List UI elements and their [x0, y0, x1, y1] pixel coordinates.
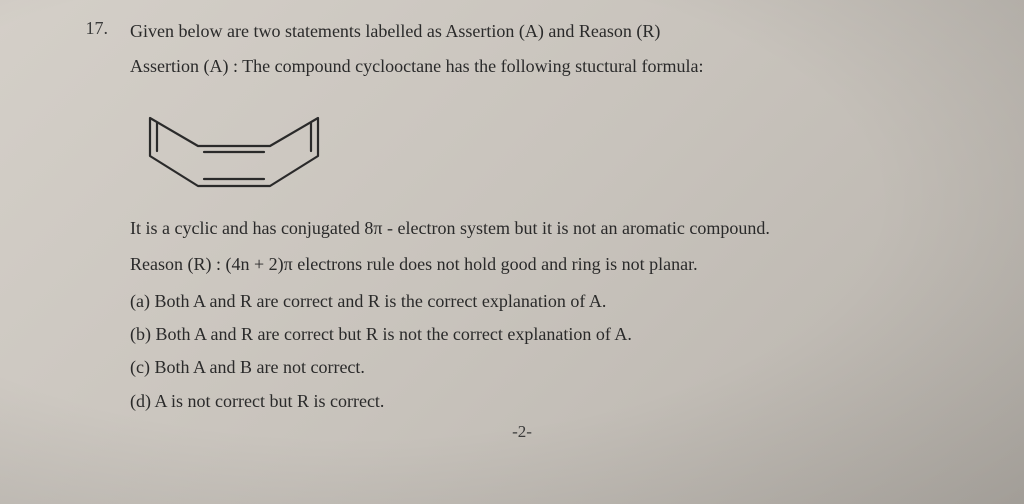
reason-line: Reason (R) : (4n + 2)π electrons rule do… [130, 248, 964, 280]
option-a: (a) Both A and R are correct and R is th… [130, 285, 964, 318]
reason-text: (4n + 2)π electrons rule does not hold g… [225, 254, 697, 274]
question-number: 17. [80, 18, 108, 39]
question-intro: Given below are two statements labelled … [130, 18, 660, 45]
option-c: (c) Both A and B are not correct. [130, 351, 964, 384]
assertion-text: The compound cyclooctane has the followi… [242, 56, 703, 76]
structure-diagram [130, 88, 964, 198]
option-b: (b) Both A and R are correct but R is no… [130, 318, 964, 351]
cyclooctatetraene-svg [130, 88, 340, 198]
assertion-conclusion: It is a cyclic and has conjugated 8π - e… [130, 212, 964, 244]
page-number: -2- [80, 422, 964, 442]
assertion-label: Assertion (A) : [130, 56, 238, 76]
assertion-line: Assertion (A) : The compound cyclooctane… [130, 53, 964, 80]
option-d: (d) A is not correct but R is correct. [130, 385, 964, 418]
reason-label: Reason (R) : [130, 254, 221, 274]
